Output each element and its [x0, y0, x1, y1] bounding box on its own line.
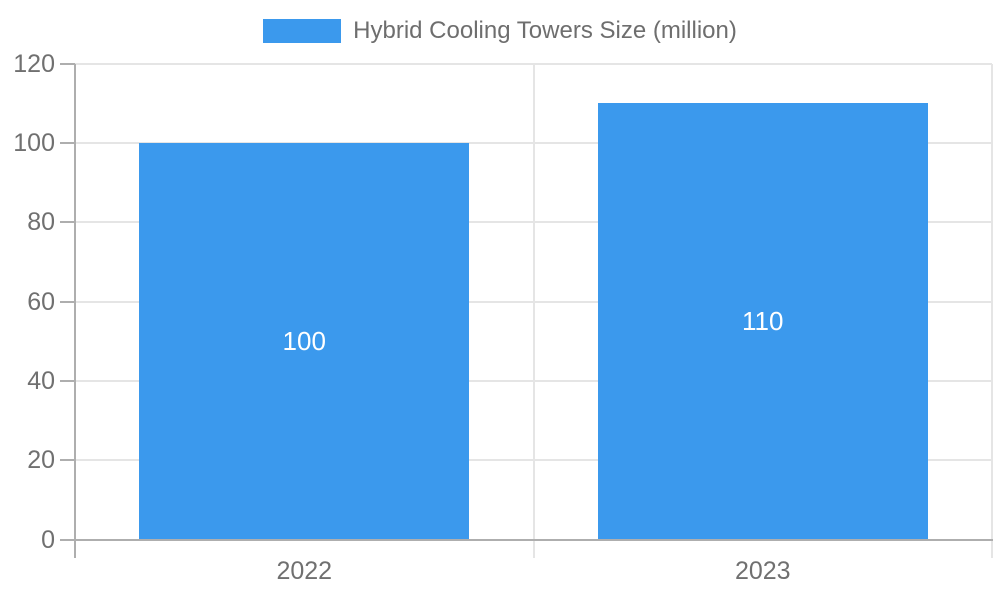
y-tick-label: 100 — [13, 128, 55, 157]
y-tick-label: 60 — [27, 287, 55, 316]
y-tick — [60, 221, 75, 224]
legend: Hybrid Cooling Towers Size (million) — [0, 19, 1000, 43]
y-tick — [60, 300, 75, 303]
x-axis-line — [60, 538, 993, 541]
legend-swatch — [263, 19, 342, 43]
y-tick-label: 0 — [41, 525, 55, 554]
bar — [139, 142, 470, 540]
y-tick-label: 120 — [13, 49, 55, 78]
y-tick-label: 80 — [27, 208, 55, 237]
y-tick — [60, 62, 75, 65]
y-tick — [60, 459, 75, 462]
bar — [597, 103, 928, 540]
y-axis-line — [74, 63, 76, 558]
x-tick-label: 2023 — [734, 557, 791, 585]
y-tick-label: 20 — [27, 446, 55, 475]
legend-label: Hybrid Cooling Towers Size (million) — [353, 17, 737, 44]
x-gridline — [532, 63, 535, 558]
x-tick-label: 2022 — [276, 557, 333, 585]
y-tick-label: 40 — [27, 366, 55, 395]
bar-value-label: 100 — [282, 326, 326, 357]
bar-value-label: 110 — [742, 306, 784, 337]
y-tick — [60, 141, 75, 144]
x-gridline — [991, 63, 993, 558]
y-tick — [60, 379, 75, 382]
